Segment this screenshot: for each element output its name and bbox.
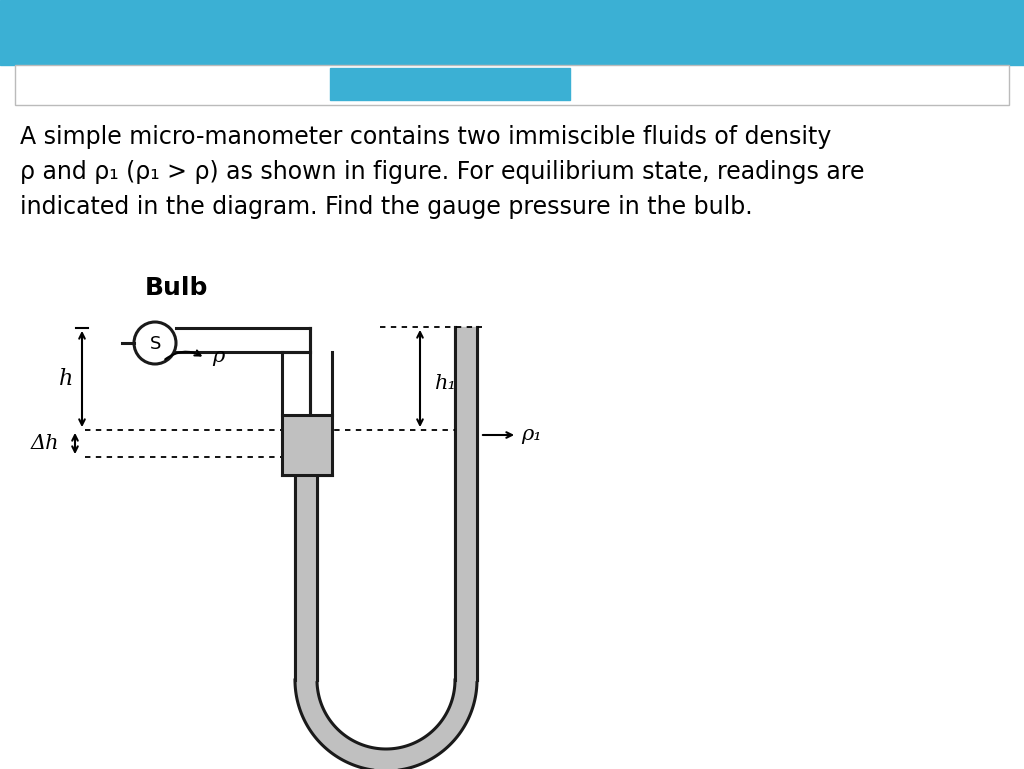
Bar [330,68,570,100]
Polygon shape [455,327,477,680]
Bar [15,65,1009,105]
Bar [282,415,332,475]
Text: h: h [58,368,73,390]
Text: ρ: ρ [212,347,224,365]
Text: A simple micro-manometer contains two immiscible fluids of density: A simple micro-manometer contains two im… [20,125,831,149]
Polygon shape [295,680,477,769]
Text: Δh: Δh [31,434,59,453]
Bar [0,0,1024,65]
Text: Bulb: Bulb [145,276,208,300]
Text: S: S [151,335,162,353]
Text: indicated in the diagram. Find the gauge pressure in the bulb.: indicated in the diagram. Find the gauge… [20,195,753,219]
Text: ρ and ρ₁ (ρ₁ > ρ) as shown in figure. For equilibrium state, readings are: ρ and ρ₁ (ρ₁ > ρ) as shown in figure. Fo… [20,160,864,184]
Polygon shape [295,475,317,680]
Text: ρ₁: ρ₁ [521,425,542,444]
Text: h₁: h₁ [435,374,457,393]
